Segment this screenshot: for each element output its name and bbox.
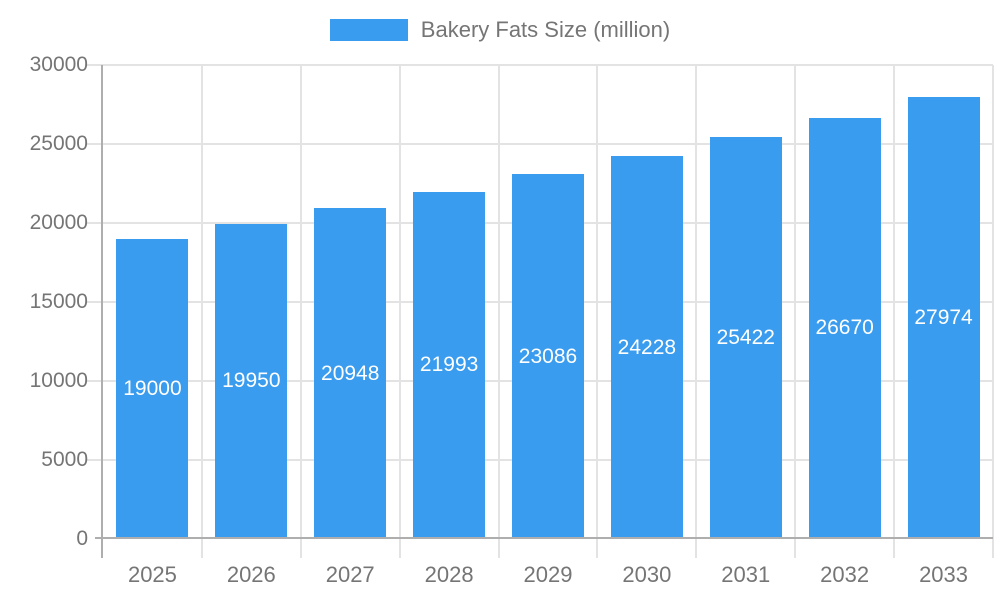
bar[interactable] (610, 156, 683, 539)
x-axis-tick-label: 2028 (424, 562, 474, 587)
gridline-vertical (695, 65, 698, 558)
y-axis-tick-label: 15000 (29, 290, 88, 313)
bar[interactable] (116, 238, 189, 539)
x-axis-line (95, 537, 993, 539)
bar[interactable] (808, 117, 881, 539)
bar[interactable] (413, 191, 486, 539)
legend-label: Bakery Fats Size (million) (420, 17, 671, 42)
bar[interactable] (314, 208, 387, 539)
bar[interactable] (907, 97, 980, 539)
bar-value-label: 27974 (914, 306, 973, 329)
x-axis-tick-label: 2029 (523, 562, 573, 587)
bar-value-label: 21993 (419, 353, 479, 377)
x-axis-tick-label: 2030 (622, 562, 672, 587)
gridline-vertical (299, 65, 302, 558)
bar-value-label: 19950 (222, 369, 281, 393)
bar-value-label: 26670 (815, 316, 874, 340)
gridline-vertical (794, 65, 797, 558)
plot-area: 0 5000 10000 15000 20000 25000 30000 19000 2025 1… (30, 53, 994, 587)
gridline-vertical (893, 65, 896, 558)
y-axis-tick-label: 10000 (29, 369, 88, 392)
y-axis-tick-label: 25000 (29, 132, 88, 155)
x-axis-tick-label: 2033 (919, 562, 969, 587)
x-axis-tick-label: 2026 (226, 562, 276, 587)
gridline-horizontal (87, 143, 993, 145)
gridline-vertical (398, 65, 401, 558)
gridline-vertical (200, 65, 203, 558)
y-axis-line (101, 65, 103, 558)
bar-value-label: 23086 (518, 344, 578, 368)
bar[interactable] (709, 137, 782, 539)
x-axis-tick-label: 2025 (127, 562, 177, 587)
gridline-vertical (497, 65, 500, 558)
gridline-horizontal (87, 64, 993, 66)
y-axis-tick-label: 0 (76, 527, 88, 550)
bar-value-label: 24228 (617, 335, 677, 359)
bar[interactable] (215, 223, 288, 539)
legend[interactable]: Bakery Fats Size (million) (0, 17, 1000, 43)
bar[interactable] (512, 174, 584, 539)
bar-value-label: 25422 (716, 326, 775, 350)
y-axis-tick-label: 30000 (29, 53, 88, 76)
x-axis-tick-label: 2032 (820, 562, 870, 587)
gridline-vertical (596, 65, 599, 558)
x-axis-tick-label: 2027 (325, 562, 375, 587)
x-axis-tick-label: 2031 (721, 562, 771, 587)
y-axis-tick-label: 5000 (41, 448, 88, 471)
y-axis-tick-label: 20000 (29, 211, 88, 234)
legend-swatch (329, 19, 408, 41)
bar-value-label: 20948 (321, 361, 380, 385)
bar-value-label: 19000 (123, 376, 182, 400)
gridline-vertical (992, 65, 994, 558)
